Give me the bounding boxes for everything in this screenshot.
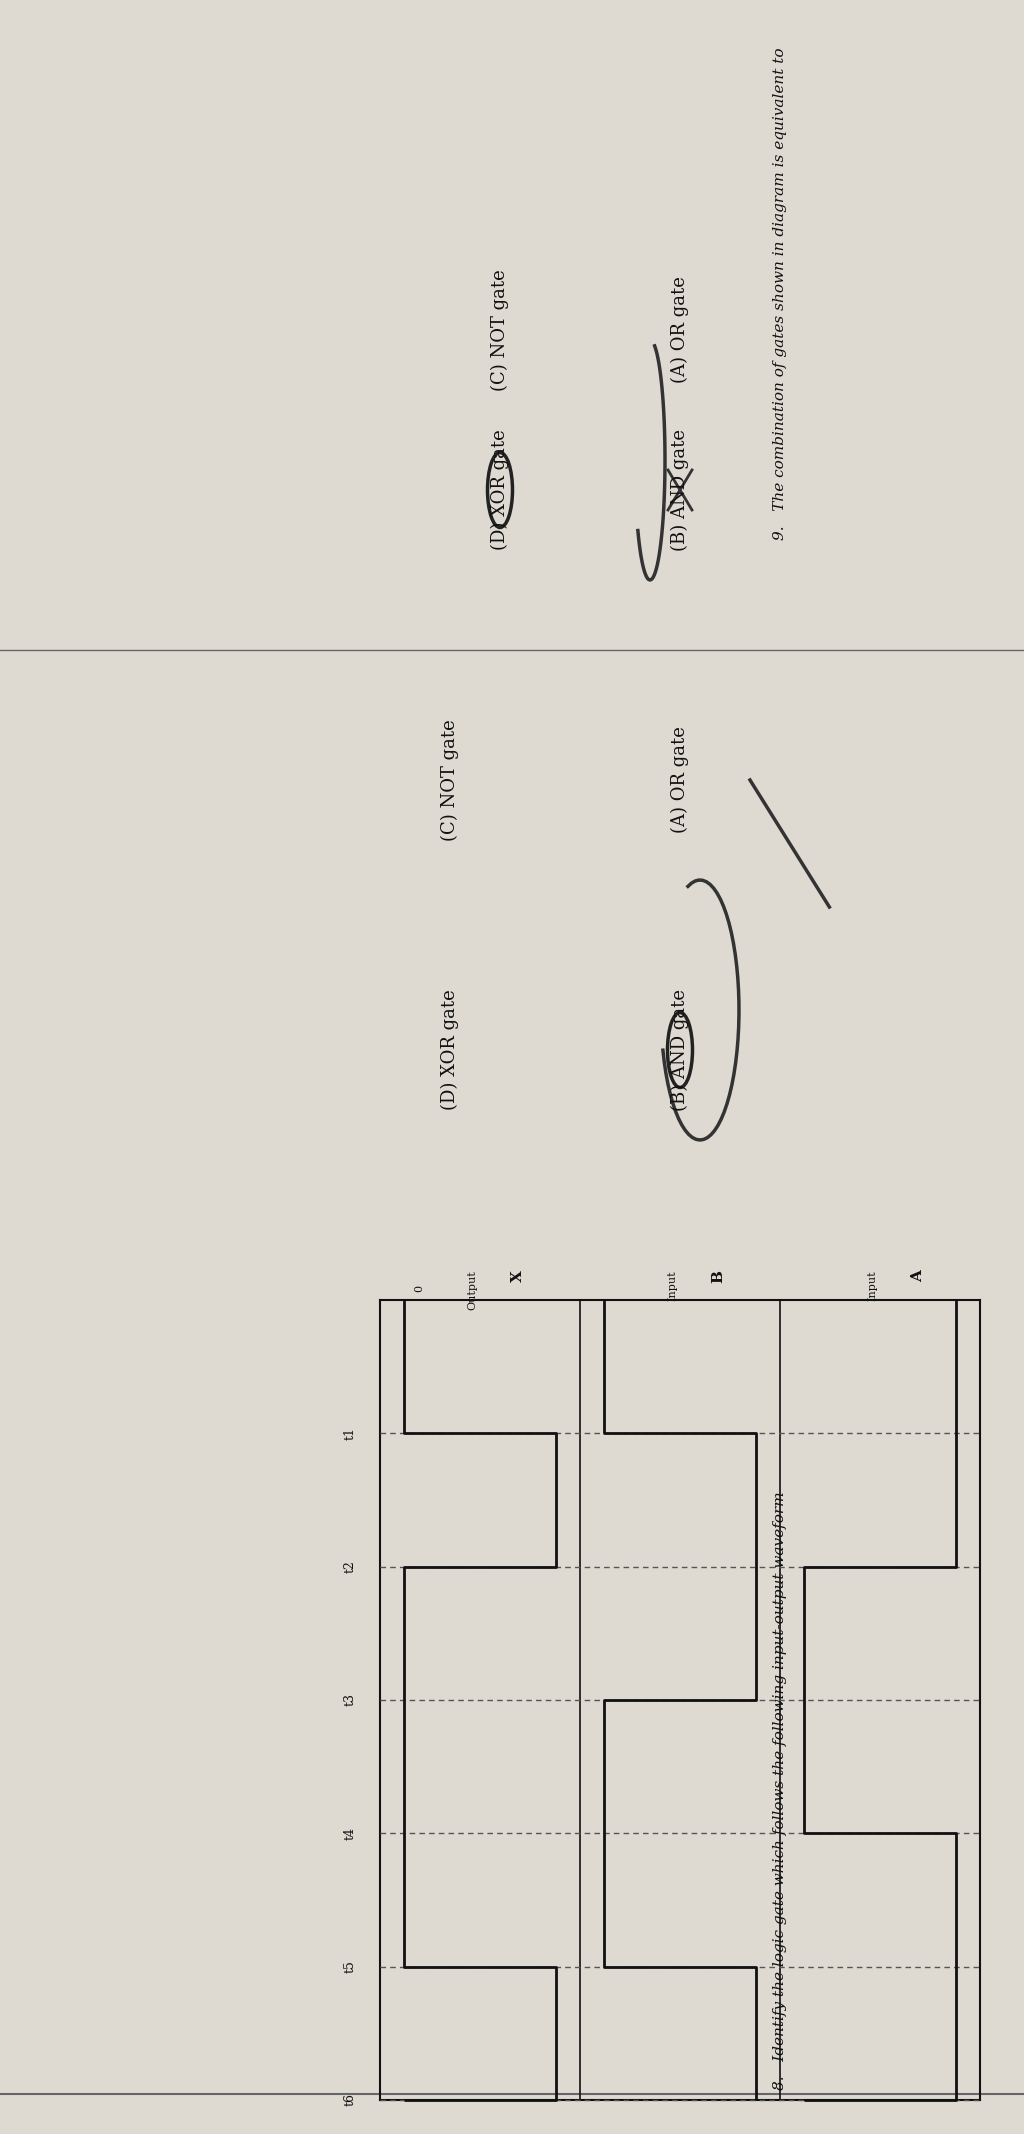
Text: Input: Input bbox=[668, 1270, 678, 1300]
Text: t4: t4 bbox=[343, 1827, 356, 1840]
Text: A: A bbox=[911, 1270, 925, 1283]
Text: (C) NOT gate: (C) NOT gate bbox=[490, 269, 509, 391]
Text: t5: t5 bbox=[343, 1961, 356, 1974]
Text: Output: Output bbox=[467, 1270, 477, 1310]
Text: (D) XOR gate: (D) XOR gate bbox=[490, 429, 509, 551]
Text: t1: t1 bbox=[343, 1428, 356, 1440]
Text: t3: t3 bbox=[343, 1694, 356, 1707]
Text: t2: t2 bbox=[343, 1560, 356, 1573]
Text: 8.   Identify the logic gate which follows the following input-output waveform: 8. Identify the logic gate which follows… bbox=[773, 1492, 787, 2089]
Text: Input: Input bbox=[867, 1270, 878, 1300]
Text: (B) AND gate: (B) AND gate bbox=[671, 429, 689, 551]
Text: 0: 0 bbox=[414, 1285, 424, 1291]
Text: (A) OR gate: (A) OR gate bbox=[671, 277, 689, 384]
Text: B: B bbox=[711, 1270, 725, 1283]
Text: X: X bbox=[511, 1270, 525, 1283]
Text: (B) AND gate: (B) AND gate bbox=[671, 988, 689, 1112]
Text: t6: t6 bbox=[343, 2093, 356, 2106]
Text: 9.   The combination of gates shown in diagram is equivalent to: 9. The combination of gates shown in dia… bbox=[773, 47, 787, 540]
Text: (C) NOT gate: (C) NOT gate bbox=[441, 719, 459, 841]
Text: (A) OR gate: (A) OR gate bbox=[671, 726, 689, 834]
Text: (D) XOR gate: (D) XOR gate bbox=[441, 990, 459, 1110]
